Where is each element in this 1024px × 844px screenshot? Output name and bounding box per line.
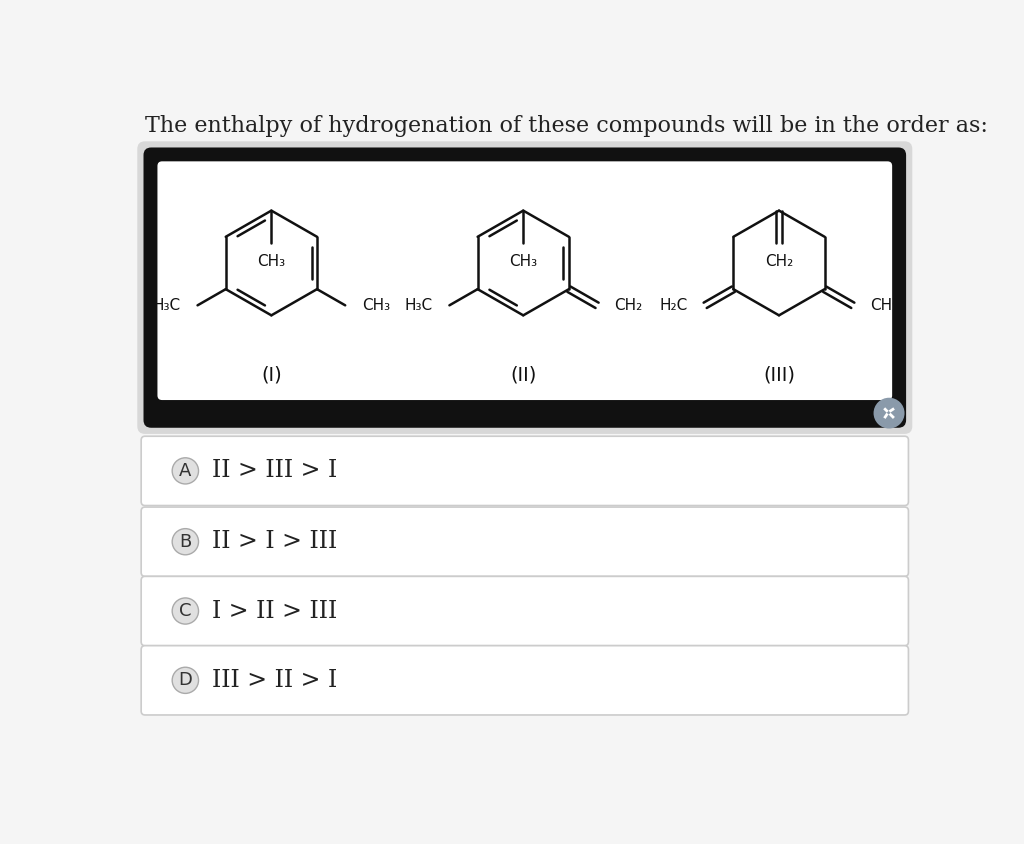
Text: CH₃: CH₃ [509, 254, 538, 268]
Text: A: A [179, 462, 191, 480]
Text: II > III > I: II > III > I [212, 459, 337, 483]
Text: CH₃: CH₃ [257, 254, 286, 268]
FancyBboxPatch shape [141, 576, 908, 646]
Text: III > II > I: III > II > I [212, 668, 337, 692]
Text: H₃C: H₃C [153, 298, 180, 313]
Text: H₃C: H₃C [404, 298, 432, 313]
Circle shape [172, 528, 199, 555]
FancyBboxPatch shape [141, 436, 908, 506]
Text: (I): (I) [261, 365, 282, 384]
Text: D: D [178, 671, 193, 690]
FancyBboxPatch shape [137, 141, 912, 434]
Text: CH₂: CH₂ [614, 298, 642, 313]
Circle shape [172, 457, 199, 484]
Circle shape [172, 668, 199, 694]
Circle shape [873, 398, 904, 429]
Text: I > II > III: I > II > III [212, 599, 337, 623]
Text: C: C [179, 602, 191, 620]
Text: B: B [179, 533, 191, 551]
Circle shape [172, 598, 199, 624]
FancyBboxPatch shape [143, 148, 906, 428]
FancyBboxPatch shape [158, 161, 892, 400]
Text: (III): (III) [763, 365, 795, 384]
Text: (II): (II) [510, 365, 537, 384]
FancyBboxPatch shape [141, 507, 908, 576]
Text: H₂C: H₂C [659, 298, 688, 313]
FancyBboxPatch shape [141, 646, 908, 715]
Text: The enthalpy of hydrogenation of these compounds will be in the order as:: The enthalpy of hydrogenation of these c… [145, 115, 988, 137]
Text: CH₃: CH₃ [362, 298, 390, 313]
Text: CH₂: CH₂ [765, 254, 794, 268]
Text: CH₂: CH₂ [869, 298, 898, 313]
Text: II > I > III: II > I > III [212, 530, 337, 553]
